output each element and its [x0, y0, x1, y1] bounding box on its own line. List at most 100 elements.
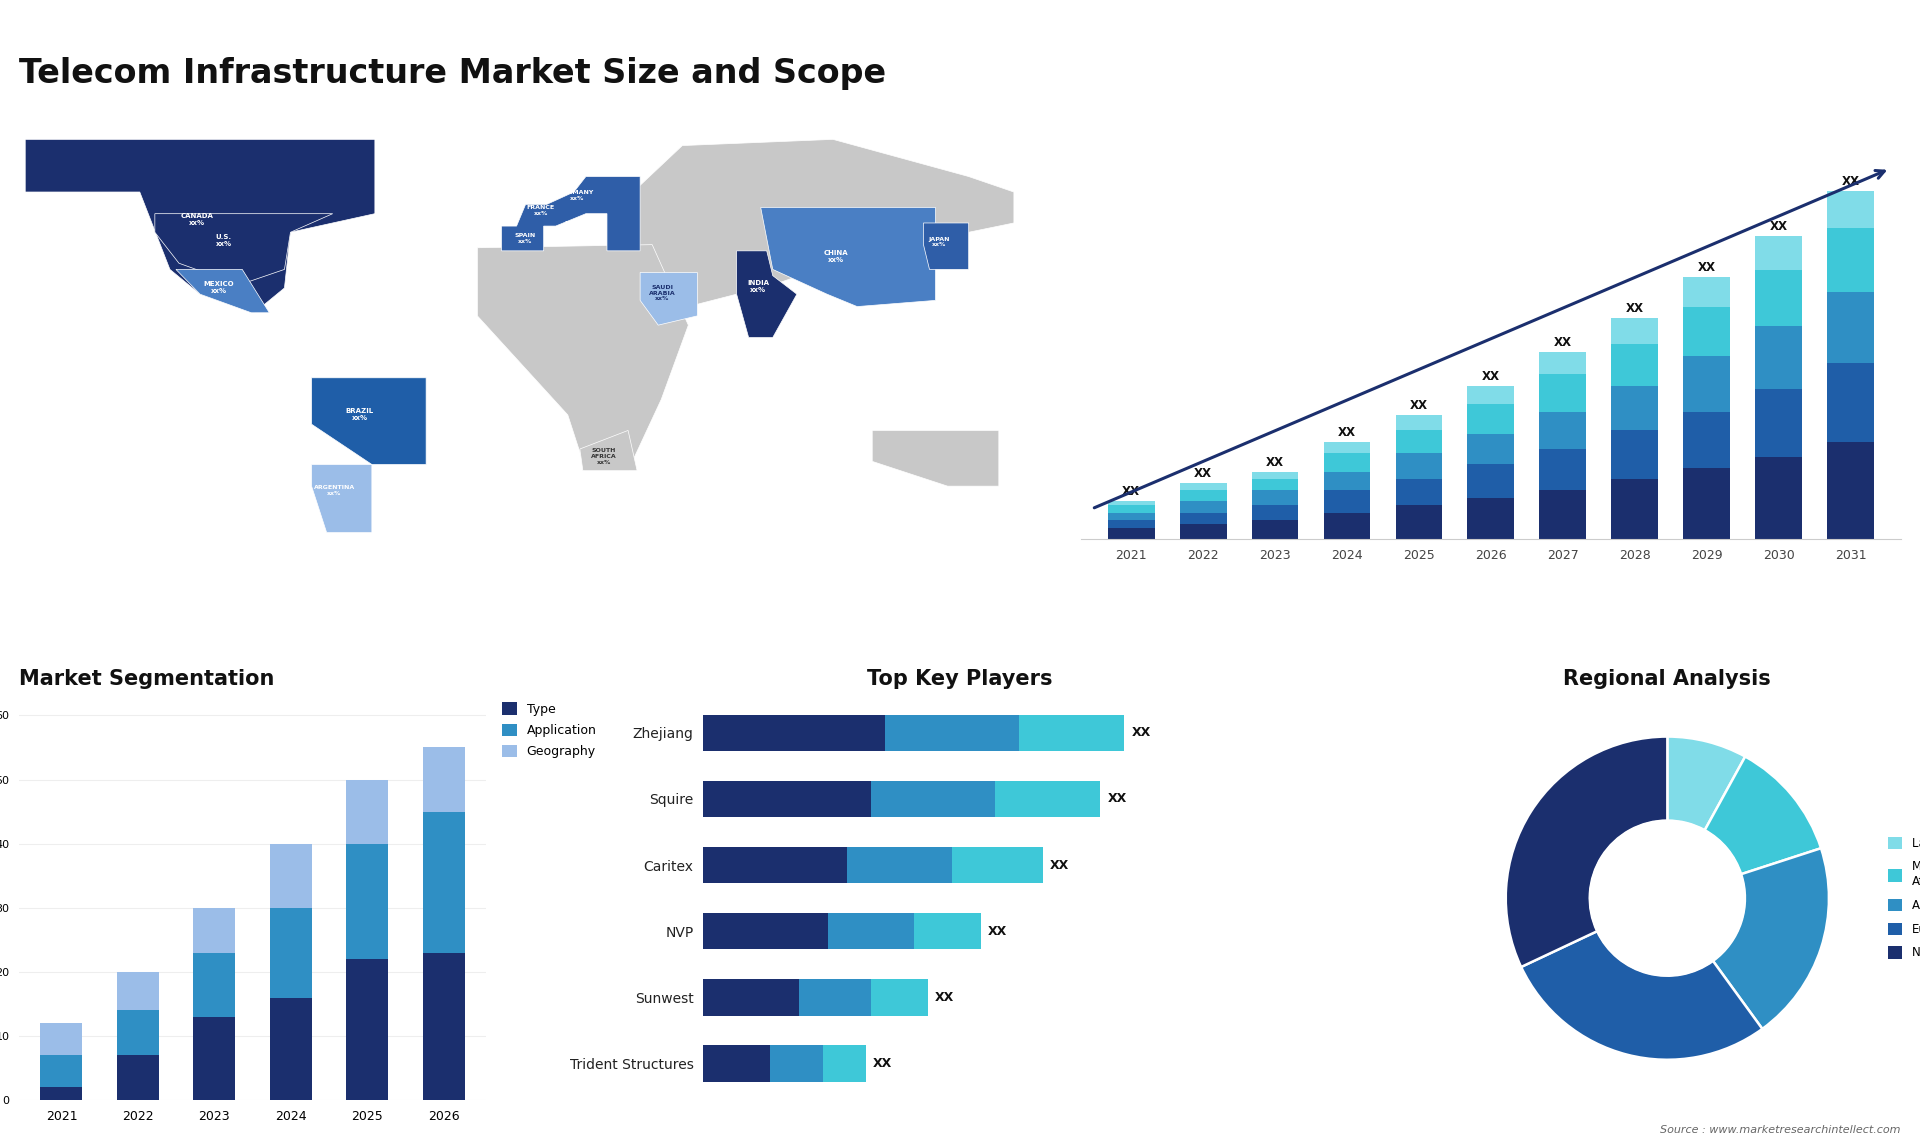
Bar [995, 780, 1100, 817]
Bar [703, 979, 799, 1015]
Bar [1540, 411, 1586, 449]
Bar [828, 913, 914, 949]
Bar [1540, 490, 1586, 539]
Legend: Type, Application, Geography: Type, Application, Geography [501, 702, 597, 759]
Legend: Latin America, Middle East &
Africa, Asia Pacific, Europe, North America: Latin America, Middle East & Africa, Asi… [1884, 832, 1920, 964]
Bar [1323, 512, 1371, 539]
Polygon shape [872, 431, 998, 486]
Bar [1611, 385, 1659, 431]
Bar [1755, 456, 1801, 539]
Bar [1108, 520, 1154, 527]
Text: INTELLECT: INTELLECT [1736, 104, 1789, 113]
Text: XX: XX [1338, 425, 1356, 439]
Text: SAUDI
ARABIA
xx%: SAUDI ARABIA xx% [649, 285, 676, 301]
Polygon shape [924, 223, 970, 269]
Text: CHINA
xx%: CHINA xx% [824, 250, 849, 262]
Bar [1323, 490, 1371, 512]
Text: Telecom Infrastructure Market Size and Scope: Telecom Infrastructure Market Size and S… [19, 57, 887, 91]
Bar [1252, 490, 1298, 505]
Bar [422, 811, 465, 952]
Text: RESEARCH: RESEARCH [1736, 76, 1789, 85]
Bar [1755, 325, 1801, 390]
Bar [1179, 482, 1227, 490]
Text: JAPAN
xx%: JAPAN xx% [929, 237, 950, 248]
Wedge shape [1505, 737, 1667, 967]
Text: CANADA
xx%: CANADA xx% [180, 213, 213, 226]
Bar [1828, 441, 1874, 539]
Bar [117, 1011, 159, 1055]
Text: XX: XX [1050, 858, 1069, 872]
Polygon shape [177, 269, 269, 313]
Bar [1252, 520, 1298, 539]
Bar [271, 843, 311, 908]
Text: INDIA
xx%: INDIA xx% [747, 280, 770, 293]
Bar [422, 747, 465, 811]
Text: XX: XX [1482, 369, 1500, 383]
Wedge shape [1667, 737, 1745, 830]
Text: MEXICO
xx%: MEXICO xx% [204, 282, 234, 295]
Bar [770, 1045, 824, 1082]
Bar [1396, 431, 1442, 453]
Bar [1467, 385, 1515, 405]
Bar [1467, 497, 1515, 539]
Bar [1179, 502, 1227, 512]
Text: XX: XX [1409, 400, 1428, 413]
Text: XX: XX [935, 991, 954, 1004]
Polygon shape [737, 251, 797, 338]
Bar [870, 780, 995, 817]
Bar [271, 997, 311, 1100]
Bar [117, 1055, 159, 1100]
Text: ITALY
xx%: ITALY xx% [564, 221, 584, 231]
Text: XX: XX [1123, 486, 1140, 499]
Bar [703, 913, 828, 949]
Bar [1396, 479, 1442, 505]
Polygon shape [760, 207, 935, 307]
Text: XX: XX [1626, 303, 1644, 315]
Polygon shape [25, 140, 374, 313]
Polygon shape [311, 464, 372, 533]
Bar [1684, 277, 1730, 307]
Bar [1755, 236, 1801, 269]
Bar [1179, 490, 1227, 502]
Text: ARGENTINA
xx%: ARGENTINA xx% [313, 486, 355, 496]
Bar [1323, 471, 1371, 490]
Text: XX: XX [1194, 466, 1212, 480]
Bar [40, 1088, 83, 1100]
Bar [1611, 319, 1659, 345]
Bar [1611, 479, 1659, 539]
Bar [870, 979, 927, 1015]
Text: XX: XX [1131, 727, 1150, 739]
Text: XX: XX [989, 925, 1008, 937]
Bar [194, 1017, 236, 1100]
Bar [1828, 228, 1874, 292]
Bar [1611, 345, 1659, 385]
Polygon shape [639, 273, 697, 325]
Text: U.S.
xx%: U.S. xx% [215, 234, 232, 246]
Circle shape [1590, 821, 1745, 975]
Bar [1684, 411, 1730, 468]
Bar [1396, 415, 1442, 431]
Bar [1684, 468, 1730, 539]
Bar [1828, 363, 1874, 441]
Bar [1684, 307, 1730, 355]
Bar [1323, 441, 1371, 453]
Text: FRANCE
xx%: FRANCE xx% [526, 205, 555, 215]
Polygon shape [580, 431, 637, 471]
Bar [40, 1055, 83, 1088]
Text: SOUTH
AFRICA
xx%: SOUTH AFRICA xx% [591, 448, 616, 465]
Bar [1828, 191, 1874, 228]
Bar [40, 1023, 83, 1055]
Text: MARKET: MARKET [1736, 47, 1778, 56]
Polygon shape [1634, 30, 1718, 131]
Bar [1108, 502, 1154, 505]
Text: XX: XX [874, 1057, 893, 1070]
Bar [1020, 714, 1125, 751]
Bar [1540, 375, 1586, 411]
Bar [117, 972, 159, 1011]
Bar [1252, 479, 1298, 490]
Polygon shape [501, 176, 639, 251]
Bar [1108, 527, 1154, 539]
Title: Top Key Players: Top Key Players [868, 669, 1052, 689]
Bar [952, 847, 1043, 884]
Bar [1396, 505, 1442, 539]
